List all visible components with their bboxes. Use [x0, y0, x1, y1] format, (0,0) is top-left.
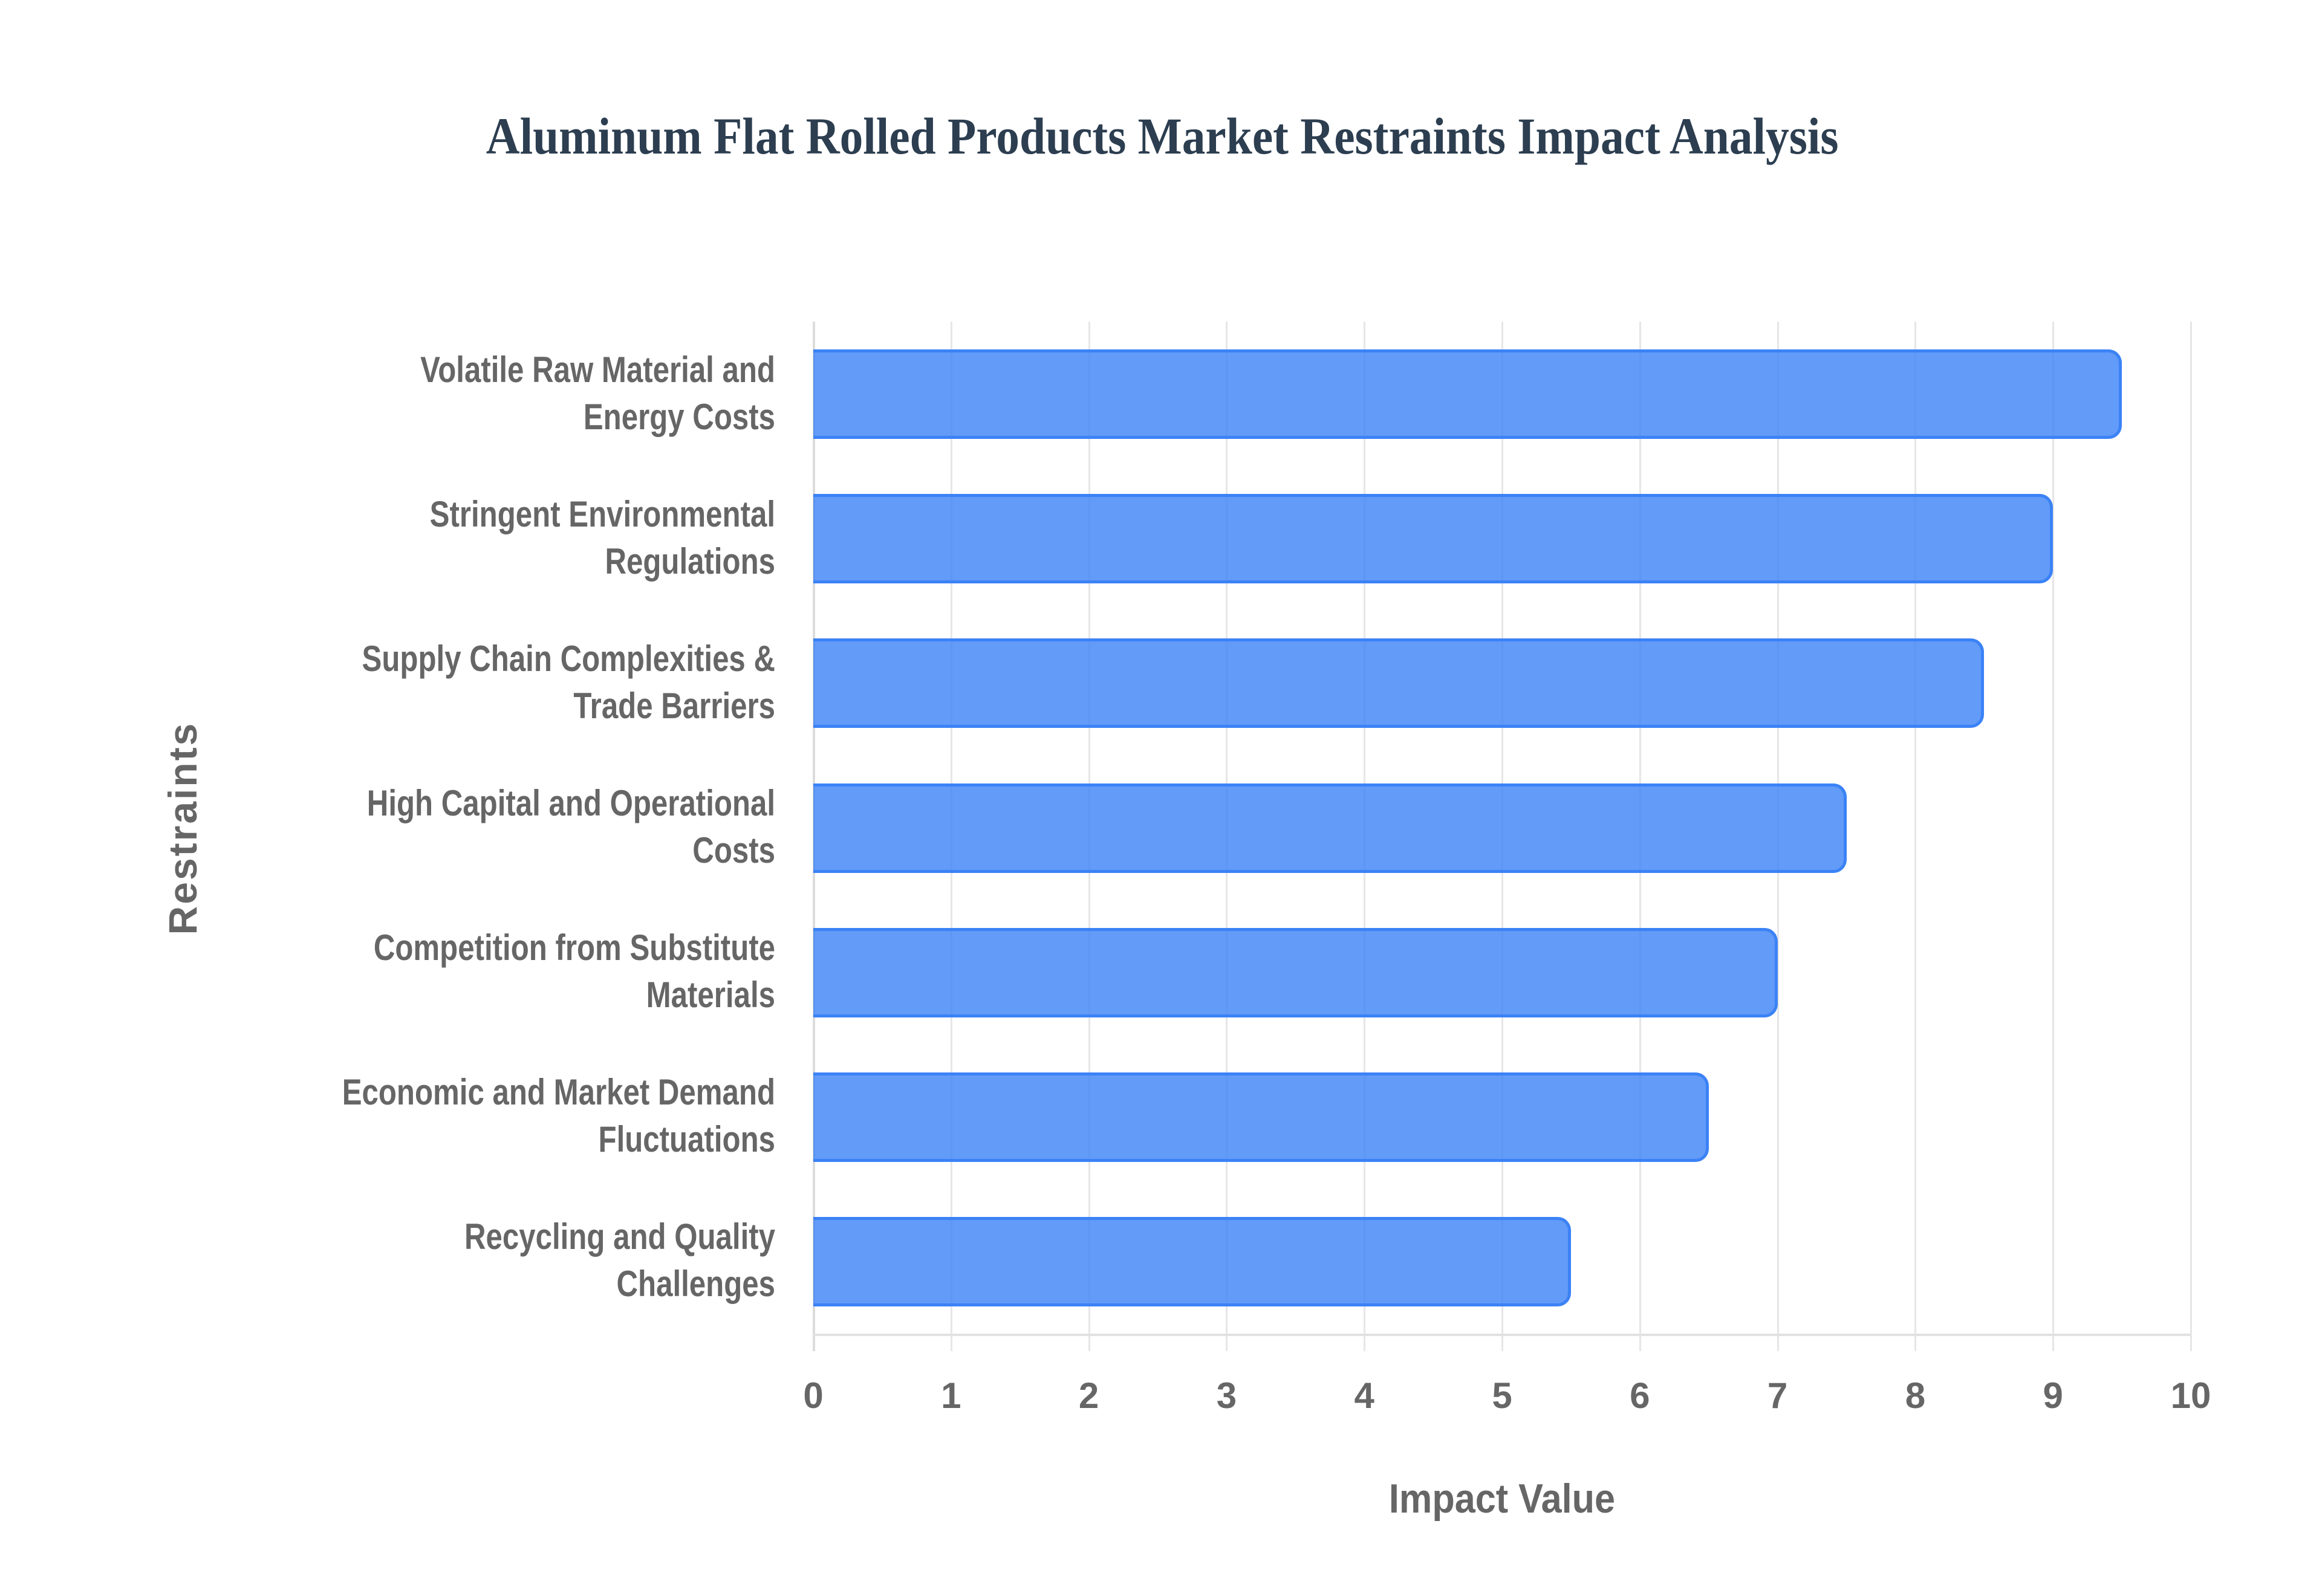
category-label-line1: Supply Chain Complexities &	[362, 638, 775, 679]
category-label: Supply Chain Complexities & Trade Barrie…	[230, 635, 775, 730]
category-label-line1: Recycling and Quality	[464, 1216, 775, 1257]
x-tick-label: 7	[1767, 1375, 1788, 1416]
bar[interactable]	[813, 493, 2054, 583]
x-tick-label: 3	[1216, 1375, 1237, 1416]
category-label: Recycling and Quality Challenges	[230, 1213, 775, 1308]
x-tick-label: 4	[1354, 1375, 1374, 1416]
x-axis-title: Impact Value	[1388, 1476, 1616, 1522]
category-label-line2: Regulations	[605, 541, 775, 582]
x-tick-label: 9	[2043, 1375, 2063, 1416]
x-tick-label: 1	[941, 1375, 961, 1416]
chart-title: Aluminum Flat Rolled Products Market Res…	[486, 107, 1839, 165]
category-label-line2: Fluctuations	[598, 1119, 775, 1160]
x-tick-label: 2	[1078, 1375, 1099, 1416]
category-label-line1: Volatile Raw Material and	[420, 349, 775, 390]
category-label: High Capital and Operational Costs	[230, 780, 775, 874]
x-tick-label: 5	[1492, 1375, 1512, 1416]
bar[interactable]	[813, 1072, 1709, 1163]
plot-area: 0 1 2 3 4 5 6 7 8 9 10	[803, 322, 2211, 1416]
bar[interactable]	[813, 783, 1847, 873]
bar[interactable]	[813, 927, 1778, 1017]
category-label-line2: Costs	[692, 830, 775, 871]
gridline	[2052, 322, 2055, 1351]
x-tick-label: 6	[1630, 1375, 1650, 1416]
category-label-line1: Economic and Market Demand	[342, 1072, 775, 1112]
category-label: Economic and Market Demand Fluctuations	[230, 1069, 775, 1163]
category-label-line1: Stringent Environmental	[429, 494, 775, 534]
bar[interactable]	[813, 349, 2122, 439]
category-label: Competition from Substitute Materials	[230, 924, 775, 1019]
category-label: Volatile Raw Material and Energy Costs	[230, 346, 775, 441]
category-label-line2: Materials	[646, 975, 775, 1015]
x-tick-label: 8	[1905, 1375, 1926, 1416]
x-axis-line	[813, 1334, 2191, 1336]
category-label-line2: Energy Costs	[583, 397, 775, 437]
gridline	[1914, 322, 1917, 1351]
x-tick-label: 0	[803, 1375, 824, 1416]
gridline	[2190, 322, 2192, 1351]
category-label-line2: Trade Barriers	[573, 686, 775, 726]
category-label-line1: Competition from Substitute	[373, 927, 775, 968]
x-tick-label: 10	[2170, 1375, 2211, 1416]
category-label: Stringent Environmental Regulations	[230, 491, 775, 585]
bar[interactable]	[813, 638, 1985, 728]
category-label-line1: High Capital and Operational	[366, 783, 775, 823]
bar[interactable]	[813, 1217, 1571, 1307]
y-axis-title: Restraints	[160, 721, 205, 935]
category-label-line2: Challenges	[616, 1264, 775, 1304]
